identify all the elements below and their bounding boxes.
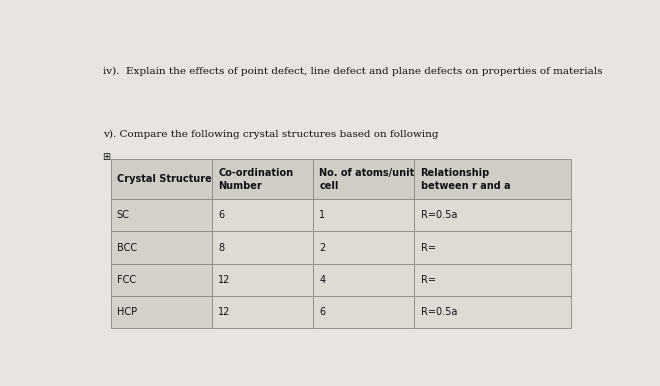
Bar: [314, 232, 414, 264]
Bar: [212, 200, 314, 232]
Bar: [212, 296, 314, 328]
Bar: [414, 200, 571, 232]
Bar: [314, 200, 414, 232]
Text: 8: 8: [218, 242, 224, 252]
Text: 2: 2: [319, 242, 325, 252]
Text: 12: 12: [218, 274, 230, 284]
Bar: [212, 264, 314, 296]
Text: R=: R=: [420, 242, 436, 252]
Text: ⊞: ⊞: [102, 152, 110, 162]
Text: BCC: BCC: [117, 242, 137, 252]
Bar: [111, 159, 212, 200]
Bar: [414, 296, 571, 328]
Text: Co-ordination
Number: Co-ordination Number: [218, 168, 293, 191]
Text: Relationship
between r and a: Relationship between r and a: [420, 168, 510, 191]
Text: FCC: FCC: [117, 274, 136, 284]
Bar: [111, 264, 212, 296]
Text: 4: 4: [319, 274, 325, 284]
Text: v). Compare the following crystal structures based on following: v). Compare the following crystal struct…: [103, 130, 438, 139]
Text: R=0.5a: R=0.5a: [420, 307, 457, 317]
Text: SC: SC: [117, 210, 129, 220]
Bar: [212, 159, 314, 200]
Bar: [414, 159, 571, 200]
Bar: [414, 264, 571, 296]
Text: 6: 6: [218, 210, 224, 220]
Bar: [314, 159, 414, 200]
Text: R=: R=: [420, 274, 436, 284]
Bar: [212, 232, 314, 264]
Text: 1: 1: [319, 210, 325, 220]
Bar: [314, 296, 414, 328]
Bar: [414, 232, 571, 264]
Text: iv).  Explain the effects of point defect, line defect and plane defects on prop: iv). Explain the effects of point defect…: [103, 67, 603, 76]
Text: 12: 12: [218, 307, 230, 317]
Bar: [314, 264, 414, 296]
Text: 6: 6: [319, 307, 325, 317]
Text: HCP: HCP: [117, 307, 137, 317]
Text: R=0.5a: R=0.5a: [420, 210, 457, 220]
Bar: [111, 296, 212, 328]
Text: Crystal Structure: Crystal Structure: [117, 174, 211, 185]
Text: No. of atoms/unit
cell: No. of atoms/unit cell: [319, 168, 414, 191]
Bar: [111, 200, 212, 232]
Bar: [111, 232, 212, 264]
